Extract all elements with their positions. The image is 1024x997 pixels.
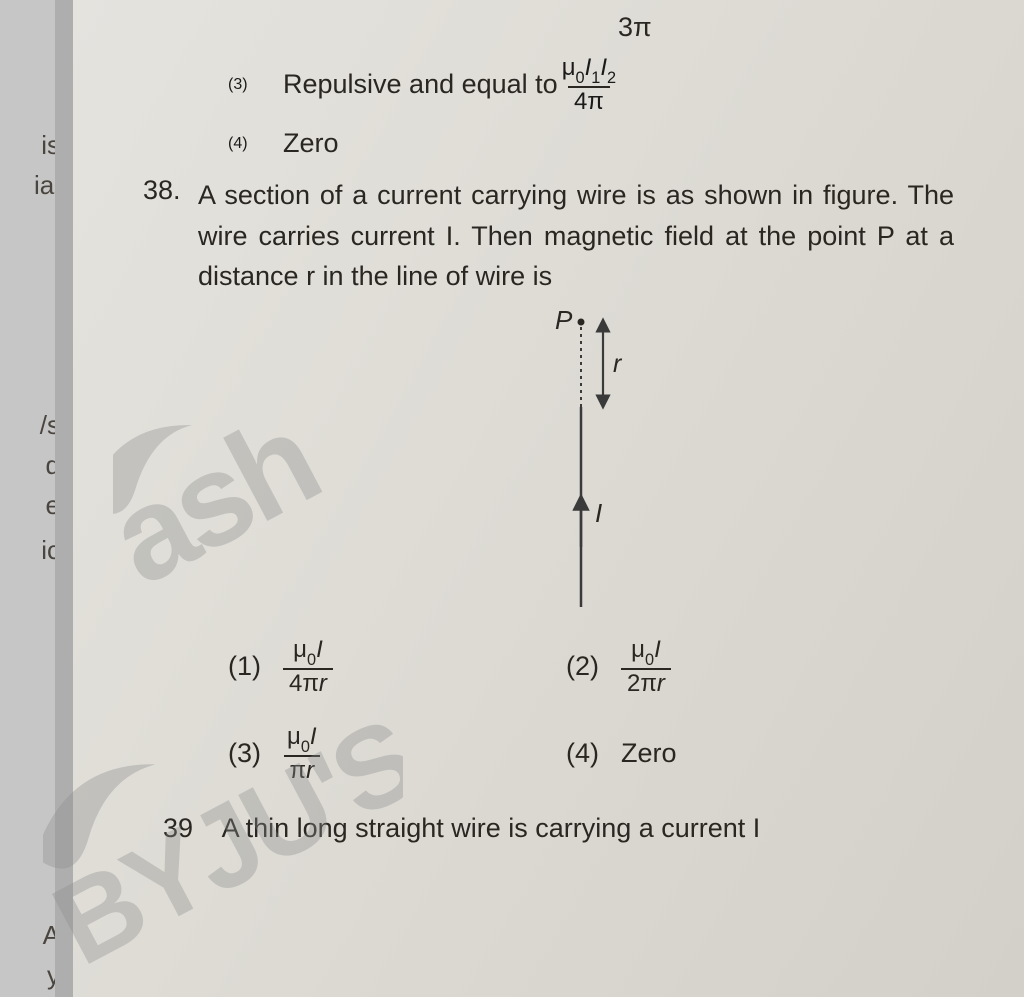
page-content: ash BYJU'S 3π (3) Repulsive and equal to… xyxy=(70,0,1024,997)
a3-frac: μ0I πr xyxy=(283,724,321,783)
q37-fragment-3pi: 3π xyxy=(618,8,984,47)
q38-answers: (1) μ0I 4πr (2) μ0I 2πr (3) μ0I πr (4) Z… xyxy=(228,637,904,783)
q38-ans-1: (1) μ0I 4πr xyxy=(228,637,566,696)
q38-body: A section of a current carrying wire is … xyxy=(198,175,984,297)
wire-diagram-icon: P r I xyxy=(523,307,663,617)
a2-frac: μ0I 2πr xyxy=(621,637,671,696)
q39-partial: 39 A thin long straight wire is carrying… xyxy=(163,813,984,844)
q38-number: 38. xyxy=(133,175,198,297)
a4-text: Zero xyxy=(621,738,677,769)
a3-num: (3) xyxy=(228,738,283,769)
q38-figure: P r I xyxy=(133,307,984,627)
sub-1: 1 xyxy=(591,69,600,87)
a4-num: (4) xyxy=(566,738,621,769)
fig-label-P: P xyxy=(555,307,573,335)
q38-ans-3: (3) μ0I πr xyxy=(228,724,566,783)
a1-num: (1) xyxy=(228,651,283,682)
fig-label-I: I xyxy=(595,498,602,528)
a1-frac: μ0I 4πr xyxy=(283,637,333,696)
q39-num: 39 xyxy=(163,813,193,843)
mu: μ xyxy=(562,54,576,81)
q39-text: A thin long straight wire is carrying a … xyxy=(222,813,761,843)
q37-opt3-text: Repulsive and equal to xyxy=(283,65,558,104)
q37-opt4-num: (4) xyxy=(228,135,283,153)
q37-opt3-num: (3) xyxy=(228,76,283,94)
sub-2: 2 xyxy=(607,69,616,87)
q37-option-3: (3) Repulsive and equal to μ0I1I2 4π xyxy=(228,55,984,114)
sub-0: 0 xyxy=(576,69,585,87)
a2-num: (2) xyxy=(566,651,621,682)
q38-ans-2: (2) μ0I 2πr xyxy=(566,637,904,696)
q38-ans-4: (4) Zero xyxy=(566,724,904,783)
q37-opt4-text: Zero xyxy=(283,124,339,163)
q38: 38. A section of a current carrying wire… xyxy=(133,175,984,297)
den: 4π xyxy=(568,86,610,114)
q37-option-4: (4) Zero xyxy=(228,124,984,163)
fig-label-r: r xyxy=(613,350,623,378)
q37-opt3-fraction: μ0I1I2 4π xyxy=(558,55,620,114)
